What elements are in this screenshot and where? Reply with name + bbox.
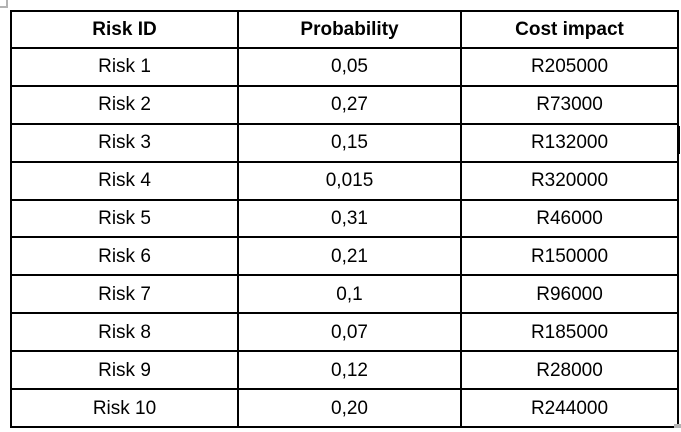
table-row: Risk 5 0,31 R46000 — [10, 198, 679, 239]
cell-risk-id: Risk 7 — [10, 274, 239, 315]
cell-risk-id: Risk 6 — [10, 236, 239, 277]
header-row: Risk ID Probability Cost impact — [10, 10, 679, 49]
column-header-probability: Probability — [237, 10, 462, 49]
cell-probability: 0,015 — [237, 160, 462, 201]
cell-risk-id: Risk 5 — [10, 198, 239, 239]
cell-cost-impact: R185000 — [460, 312, 679, 353]
cell-cost-impact: R96000 — [460, 274, 679, 315]
table-row: Risk 4 0,015 R320000 — [10, 160, 679, 201]
cell-probability: 0,31 — [237, 198, 462, 239]
risk-table-header: Risk ID Probability Cost impact — [10, 10, 679, 49]
cell-cost-impact: R132000 — [460, 122, 679, 163]
cell-cost-impact: R205000 — [460, 47, 679, 87]
scrollbar-fragment — [674, 424, 681, 428]
cell-probability: 0,27 — [237, 84, 462, 125]
cell-risk-id: Risk 8 — [10, 312, 239, 353]
risk-table: Risk ID Probability Cost impact Risk 1 0,… — [10, 10, 679, 428]
cell-probability: 0,05 — [237, 47, 462, 87]
cell-cost-impact: R28000 — [460, 350, 679, 391]
table-row: Risk 8 0,07 R185000 — [10, 312, 679, 353]
cell-probability: 0,1 — [237, 274, 462, 315]
table-row: Risk 7 0,1 R96000 — [10, 274, 679, 315]
column-header-cost-impact: Cost impact — [460, 10, 679, 49]
cell-risk-id: Risk 10 — [10, 388, 239, 428]
cell-probability: 0,21 — [237, 236, 462, 277]
table-row: Risk 10 0,20 R244000 — [10, 388, 679, 428]
cell-cost-impact: R46000 — [460, 198, 679, 239]
cell-risk-id: Risk 4 — [10, 160, 239, 201]
table-row: Risk 3 0,15 R132000 — [10, 122, 679, 163]
cell-risk-id: Risk 9 — [10, 350, 239, 391]
cell-probability: 0,07 — [237, 312, 462, 353]
cell-probability: 0,20 — [237, 388, 462, 428]
cell-cost-impact: R320000 — [460, 160, 679, 201]
cell-cost-impact: R73000 — [460, 84, 679, 125]
table-row: Risk 1 0,05 R205000 — [10, 47, 679, 87]
cell-risk-id: Risk 1 — [10, 47, 239, 87]
cell-cost-impact: R244000 — [460, 388, 679, 428]
text-cursor — [678, 126, 680, 154]
column-header-risk-id: Risk ID — [10, 10, 239, 49]
offscreen-element-corner-mark — [0, 0, 8, 8]
table-row: Risk 2 0,27 R73000 — [10, 84, 679, 125]
table-row: Risk 6 0,21 R150000 — [10, 236, 679, 277]
cell-risk-id: Risk 3 — [10, 122, 239, 163]
cell-probability: 0,12 — [237, 350, 462, 391]
cell-risk-id: Risk 2 — [10, 84, 239, 125]
cell-probability: 0,15 — [237, 122, 462, 163]
table-row: Risk 9 0,12 R28000 — [10, 350, 679, 391]
cell-cost-impact: R150000 — [460, 236, 679, 277]
